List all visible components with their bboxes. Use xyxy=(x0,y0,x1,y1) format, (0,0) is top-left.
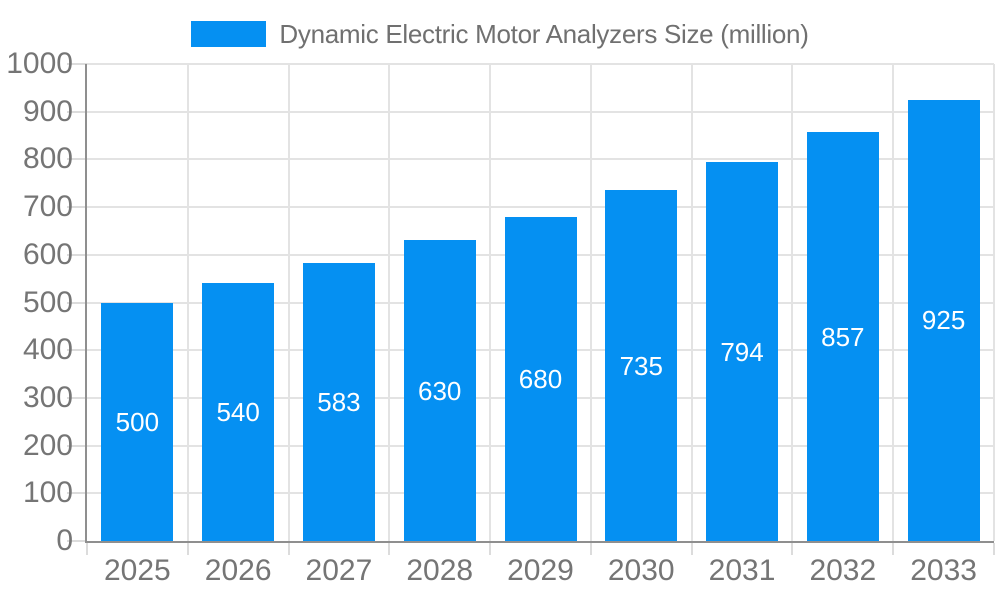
bar-2031[interactable]: 794 xyxy=(706,162,779,541)
gridline-vertical xyxy=(388,64,391,541)
bar-value-label: 540 xyxy=(216,397,260,428)
bar-2030[interactable]: 735 xyxy=(605,190,678,541)
y-axis-tick xyxy=(67,63,87,65)
x-axis-tick xyxy=(86,543,88,555)
y-axis-label: 500 xyxy=(22,285,73,319)
x-axis-line xyxy=(85,541,994,543)
gridline-vertical xyxy=(186,64,189,541)
y-axis-label: 900 xyxy=(22,94,73,128)
y-axis-tick xyxy=(67,158,87,161)
bar-2025[interactable]: 500 xyxy=(101,302,174,541)
gridline-horizontal xyxy=(87,158,994,161)
legend-item[interactable]: Dynamic Electric Motor Analyzers Size (m… xyxy=(0,18,1000,50)
y-axis-tick xyxy=(67,110,87,113)
x-axis-tick xyxy=(589,543,592,555)
y-axis-label: 600 xyxy=(22,237,73,271)
x-axis-label: 2032 xyxy=(809,554,877,587)
y-axis-tick xyxy=(67,253,87,256)
y-axis-tick xyxy=(67,349,87,352)
gridline-vertical xyxy=(791,64,794,541)
x-axis-tick xyxy=(186,543,189,555)
y-axis-label: 800 xyxy=(22,142,73,176)
bar-2027[interactable]: 583 xyxy=(302,262,375,541)
x-axis-label: 2030 xyxy=(607,554,675,587)
bar-value-label: 794 xyxy=(720,336,764,367)
bar-2033[interactable]: 925 xyxy=(907,99,980,541)
bar-2028[interactable]: 630 xyxy=(403,240,476,541)
gridline-horizontal xyxy=(87,110,994,113)
y-axis-label: 700 xyxy=(22,190,73,224)
gridline-vertical xyxy=(690,64,693,541)
y-axis-tick xyxy=(67,492,87,495)
y-axis-tick xyxy=(67,206,87,209)
y-axis-tick xyxy=(67,396,87,399)
gridline-vertical xyxy=(287,64,290,541)
gridline-horizontal xyxy=(87,206,994,209)
gridline-vertical xyxy=(589,64,592,541)
y-axis-tick xyxy=(67,540,87,542)
gridline-vertical xyxy=(489,64,492,541)
x-axis-tick xyxy=(993,543,995,555)
bar-value-label: 857 xyxy=(821,321,865,352)
y-axis-label: 200 xyxy=(22,428,73,462)
y-axis-tick xyxy=(67,444,87,447)
bar-value-label: 630 xyxy=(418,375,462,406)
y-axis-label: 400 xyxy=(22,333,73,367)
bar-value-label: 735 xyxy=(619,350,663,381)
x-axis-tick xyxy=(287,543,290,555)
x-axis-label: 2029 xyxy=(507,554,574,587)
bar-value-label: 500 xyxy=(115,406,160,437)
y-axis-tick xyxy=(67,301,87,304)
legend-swatch xyxy=(191,21,267,47)
gridline-vertical xyxy=(892,64,895,541)
bar-value-label: 925 xyxy=(921,305,966,336)
legend-label: Dynamic Electric Motor Analyzers Size (m… xyxy=(279,19,809,49)
bar-value-label: 583 xyxy=(317,386,361,417)
x-axis-tick xyxy=(489,543,492,555)
y-axis-label: 300 xyxy=(22,380,73,414)
x-axis-tick xyxy=(690,543,693,555)
x-axis-label: 2033 xyxy=(910,554,977,587)
x-axis-label: 2028 xyxy=(406,554,474,587)
x-axis-tick xyxy=(892,543,895,555)
y-axis-label: 1000 xyxy=(6,47,73,80)
bar-2026[interactable]: 540 xyxy=(202,283,275,541)
y-axis-line xyxy=(85,64,87,543)
x-axis-label: 2031 xyxy=(708,554,776,587)
y-axis-label: 0 xyxy=(56,524,73,557)
x-axis-tick xyxy=(791,543,794,555)
bar-2032[interactable]: 857 xyxy=(806,132,879,541)
x-axis-label: 2026 xyxy=(204,554,272,587)
gridline-horizontal xyxy=(87,63,994,65)
x-axis-tick xyxy=(388,543,391,555)
x-axis-label: 2027 xyxy=(305,554,373,587)
y-axis-label: 100 xyxy=(22,476,73,510)
bar-value-label: 680 xyxy=(518,363,563,394)
bar-2029[interactable]: 680 xyxy=(504,216,577,541)
x-axis-label: 2025 xyxy=(104,554,171,587)
gridline-vertical xyxy=(993,64,995,541)
